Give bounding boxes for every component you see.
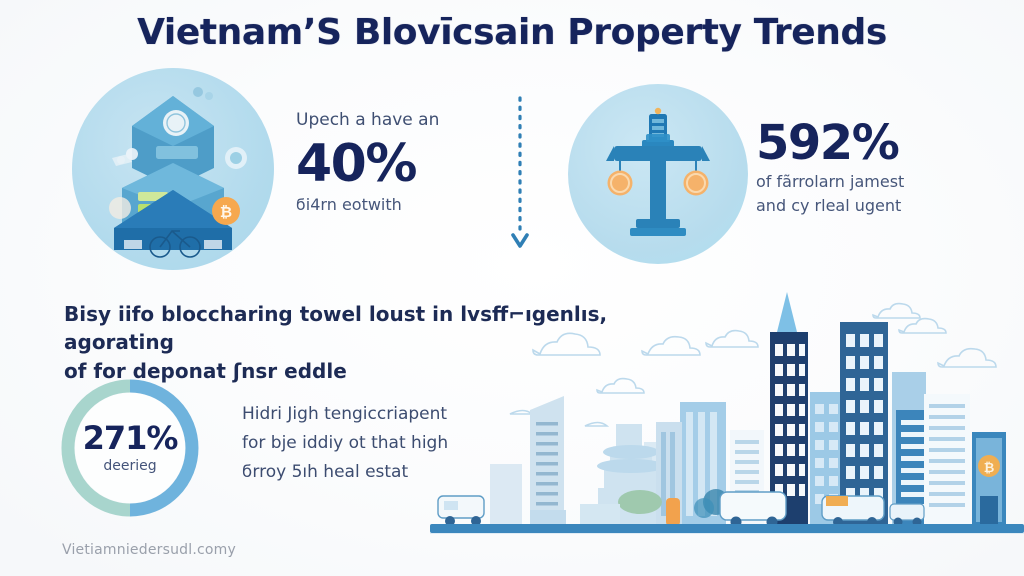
stat-block-592: 592% of fãrrolarn jamest and cy rleal ug… <box>756 118 1006 217</box>
stat-value-40: 40% <box>296 133 417 194</box>
skyline-svg: ₿ <box>430 292 1024 538</box>
donut-text-line-2: for bje iddiy ot that high <box>242 433 449 454</box>
donut-center-label: 271% deerieg <box>56 374 204 522</box>
stat-caption-above: Upech a have an <box>296 110 440 130</box>
donut-chart: 271% deerieg <box>56 374 204 522</box>
house-illustration-svg: ₿ <box>109 87 247 258</box>
svg-text:₿: ₿ <box>984 461 995 476</box>
stat-caption-line1: of fãrrolarn jamest <box>756 172 905 192</box>
dotted-down-arrow-icon <box>508 96 532 252</box>
donut-sub-label: deerieg <box>103 458 157 474</box>
connector-svg <box>511 96 529 248</box>
donut-percent-value: 271% <box>82 419 179 457</box>
stat-caption-line2: and cy rleal ugent <box>756 195 902 215</box>
section-subheading: Bisy iifo bloccharing towel loust in lvs… <box>64 300 664 385</box>
donut-description: Hidri Jigh tengiccriapent for bje iddiy … <box>242 400 492 488</box>
page-title: Vietnam’S Blovīcsain Property Trends <box>137 12 887 53</box>
house-property-illustration-icon: ₿ <box>72 68 274 270</box>
stat-value-592: 592% <box>756 115 900 171</box>
city-skyline-illustration-icon: ₿ <box>430 274 1024 538</box>
subheading-line-2: of for deponat ʃnsr eddle <box>64 358 347 383</box>
donut-text-line-3: ϭrroy 5ıh heal estat <box>242 462 409 483</box>
stat-block-40: Upech a have an 40% ϭi4rn eotwith <box>296 108 506 216</box>
footer-source-text: Vietiamniedersudl.comy <box>62 542 236 558</box>
stat-caption-below: ϭi4rn eotwith <box>296 195 402 215</box>
donut-text-line-1: Hidri Jigh tengiccriapent <box>242 404 448 424</box>
bitcoin-coin-icon <box>978 455 1000 477</box>
balance-scales-icon <box>568 84 748 264</box>
donut-chart-svg <box>61 379 199 517</box>
scales-svg <box>606 107 710 236</box>
subheading-line-1: Bisy iifo bloccharing towel loust in lvs… <box>64 302 608 355</box>
svg-text:₿: ₿ <box>220 203 232 221</box>
cloud-icon <box>509 302 997 427</box>
